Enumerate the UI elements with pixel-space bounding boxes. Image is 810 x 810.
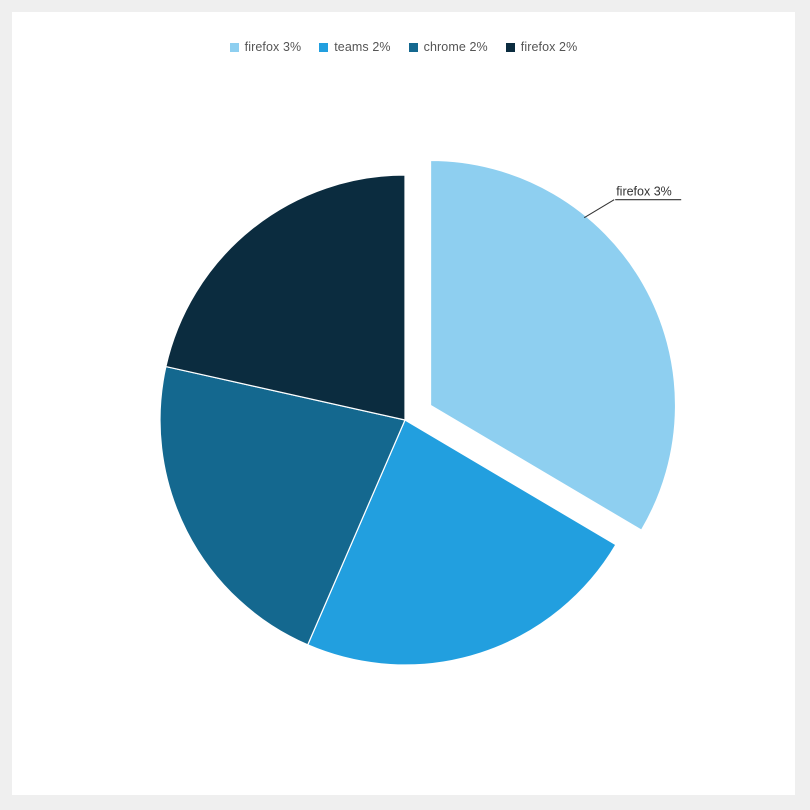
chart-card: firefox 3% firefox 3% teams 2% chrome 2% fi… [12,12,795,795]
legend-swatch-teams-2 [319,42,329,52]
legend-label-1: teams 2% [334,40,391,54]
pie-chart-svg: firefox 3% [159,159,682,666]
legend-label-2: chrome 2% [423,40,488,54]
pie-slice-2[interactable] [159,365,406,646]
legend-label-3: firefox 2% [520,40,578,54]
callout-leader-line [583,199,615,219]
legend-swatch-chrome-2 [408,42,418,52]
pie-slices-group [159,159,677,666]
legend-item-2[interactable]: chrome 2% [408,40,488,54]
pie-slice-1[interactable] [307,419,617,666]
legend-swatch-firefox-2 [505,42,515,52]
pie-slice-0[interactable] [429,159,677,531]
legend-label-0: firefox 3% [244,40,302,54]
legend-swatch-firefox-3 [229,42,239,52]
pie-slice-3[interactable] [165,174,406,421]
legend-item-0[interactable]: firefox 3% [229,40,302,54]
chart-legend: firefox 3% teams 2% chrome 2% firefox 2% [12,40,795,54]
pie-callout-group: firefox 3% [583,185,682,219]
legend-item-3[interactable]: firefox 2% [505,40,578,54]
pie-chart-plot-area: firefox 3% [12,12,795,795]
legend-item-1[interactable]: teams 2% [319,40,391,54]
callout-label: firefox 3% [616,185,672,199]
